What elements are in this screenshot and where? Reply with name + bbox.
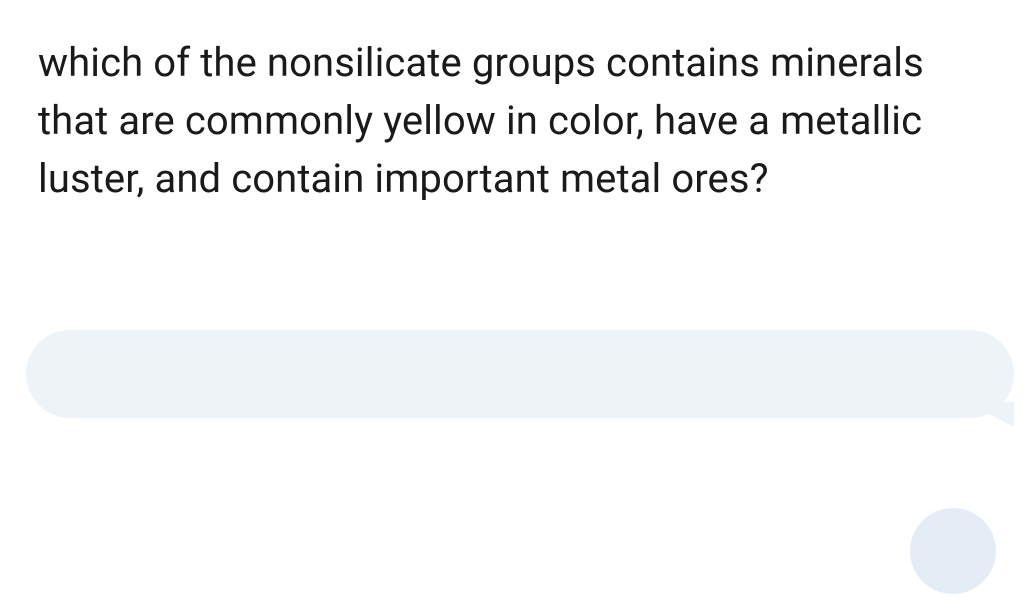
chat-question-panel: which of the nonsilicate groups contains…: [0, 0, 1024, 616]
answer-input[interactable]: [66, 355, 974, 394]
answer-input-bubble[interactable]: [26, 330, 1014, 418]
question-text: which of the nonsilicate groups contains…: [38, 34, 978, 208]
send-button[interactable]: [910, 508, 996, 594]
